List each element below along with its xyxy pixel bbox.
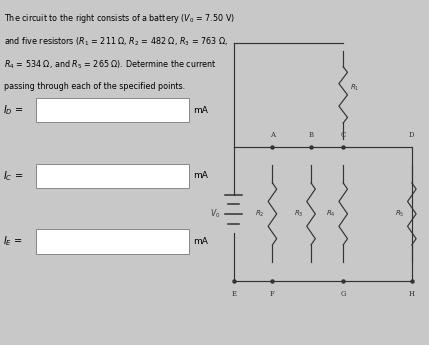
Text: $I_D$ =: $I_D$ = [3, 104, 24, 117]
Text: A: A [270, 131, 275, 139]
Text: E: E [231, 290, 236, 298]
Text: $V_0$: $V_0$ [210, 208, 220, 220]
Text: $R_5$: $R_5$ [395, 209, 404, 219]
Text: $R_2$: $R_2$ [255, 209, 265, 219]
Text: mA: mA [193, 171, 208, 180]
Text: and five resistors ($R_1$ = 211 Ω, $R_2$ = 482 Ω, $R_3$ = 763 Ω,: and five resistors ($R_1$ = 211 Ω, $R_2$… [4, 36, 228, 48]
Text: mA: mA [193, 237, 208, 246]
Text: D: D [409, 131, 414, 139]
Text: G: G [341, 290, 346, 298]
FancyBboxPatch shape [36, 98, 189, 122]
FancyBboxPatch shape [36, 229, 189, 254]
Text: The circuit to the right consists of a battery ($V_0$ = 7.50 V): The circuit to the right consists of a b… [4, 12, 235, 25]
Text: F: F [270, 290, 275, 298]
Text: $R_1$: $R_1$ [350, 83, 359, 93]
Text: B: B [308, 131, 314, 139]
FancyBboxPatch shape [36, 164, 189, 188]
Text: $R_4$: $R_4$ [326, 209, 335, 219]
Text: $R_3$: $R_3$ [294, 209, 303, 219]
Text: C: C [341, 131, 346, 139]
Text: H: H [409, 290, 415, 298]
Text: $I_C$ =: $I_C$ = [3, 169, 24, 183]
Text: mA: mA [193, 106, 208, 115]
Text: $I_E$ =: $I_E$ = [3, 235, 23, 248]
Text: $R_4$ = 534 Ω, and $R_5$ = 265 Ω). Determine the current: $R_4$ = 534 Ω, and $R_5$ = 265 Ω). Deter… [4, 59, 217, 71]
Text: passing through each of the specified points.: passing through each of the specified po… [4, 82, 185, 91]
